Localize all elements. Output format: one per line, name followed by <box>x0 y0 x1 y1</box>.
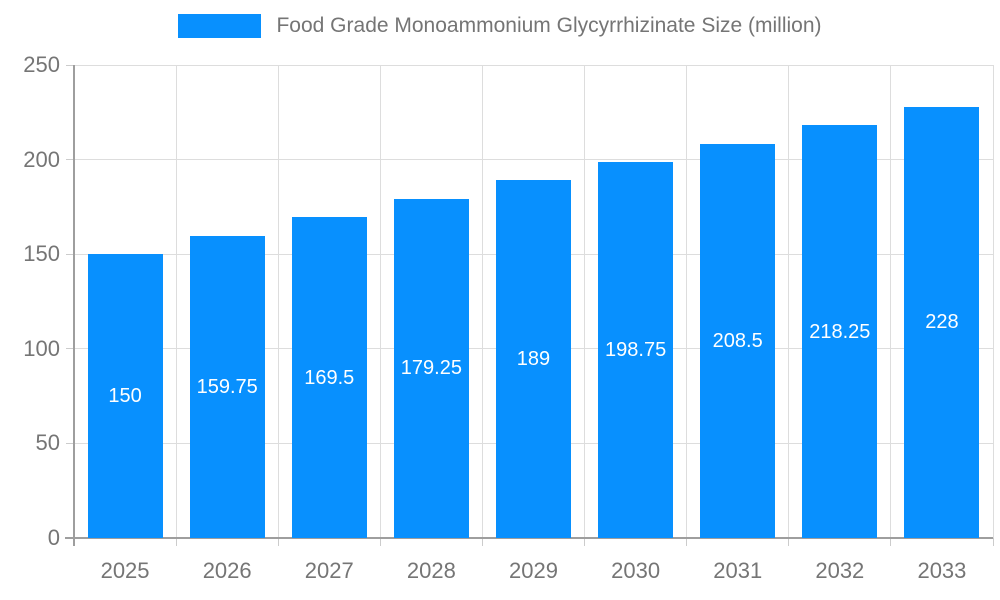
y-tick-label: 250 <box>23 52 60 77</box>
bar[interactable] <box>496 180 571 538</box>
x-tick-label: 2030 <box>611 558 661 583</box>
x-tick <box>788 538 790 546</box>
bar[interactable] <box>904 106 980 538</box>
x-tick-label: 2026 <box>202 558 252 583</box>
x-tick-label: 2028 <box>406 558 456 583</box>
h-gridline <box>74 64 993 66</box>
bar[interactable] <box>700 143 776 538</box>
y-tick <box>66 253 74 255</box>
x-tick-label: 2029 <box>509 558 558 583</box>
v-gridline <box>686 65 688 538</box>
x-tick-label: 2031 <box>713 558 763 583</box>
bar[interactable] <box>87 254 163 538</box>
bar[interactable] <box>291 217 367 538</box>
bar[interactable] <box>802 125 878 538</box>
v-gridline <box>379 65 381 538</box>
x-axis-line <box>65 537 993 539</box>
y-tick-label: 0 <box>47 525 60 550</box>
x-tick <box>277 538 279 546</box>
v-gridline <box>890 65 892 538</box>
x-tick <box>175 538 177 546</box>
y-tick <box>66 348 74 350</box>
y-tick-label: 100 <box>23 335 60 361</box>
v-gridline <box>992 65 994 538</box>
legend-swatch[interactable] <box>178 14 262 38</box>
x-tick <box>481 538 483 546</box>
legend-label: Food Grade Monoammonium Glycyrrhizinate … <box>276 14 822 37</box>
x-tick <box>379 538 381 546</box>
v-gridline <box>481 65 483 538</box>
v-gridline <box>788 65 790 538</box>
x-tick <box>890 538 892 546</box>
x-tick-label: 2032 <box>815 558 865 583</box>
y-axis-line <box>73 65 75 546</box>
x-tick <box>686 538 688 546</box>
x-tick-label: 2033 <box>917 558 967 583</box>
y-tick <box>66 64 74 66</box>
y-tick <box>66 159 74 161</box>
bar[interactable] <box>189 235 265 538</box>
h-gridline <box>74 159 993 161</box>
y-tick-label: 150 <box>23 241 60 267</box>
v-gridline <box>277 65 279 538</box>
y-tick-label: 50 <box>35 430 60 456</box>
y-tick <box>66 442 74 444</box>
y-tick-label: 200 <box>23 146 60 172</box>
bar[interactable] <box>393 198 469 538</box>
x-tick-label: 2027 <box>304 558 354 583</box>
x-tick <box>584 538 586 546</box>
bar[interactable] <box>598 161 674 538</box>
x-tick <box>992 538 994 546</box>
legend[interactable]: Food Grade Monoammonium Glycyrrhizinate … <box>0 14 1000 38</box>
v-gridline <box>175 65 177 538</box>
x-tick-label: 2025 <box>100 558 150 583</box>
v-gridline <box>584 65 586 538</box>
